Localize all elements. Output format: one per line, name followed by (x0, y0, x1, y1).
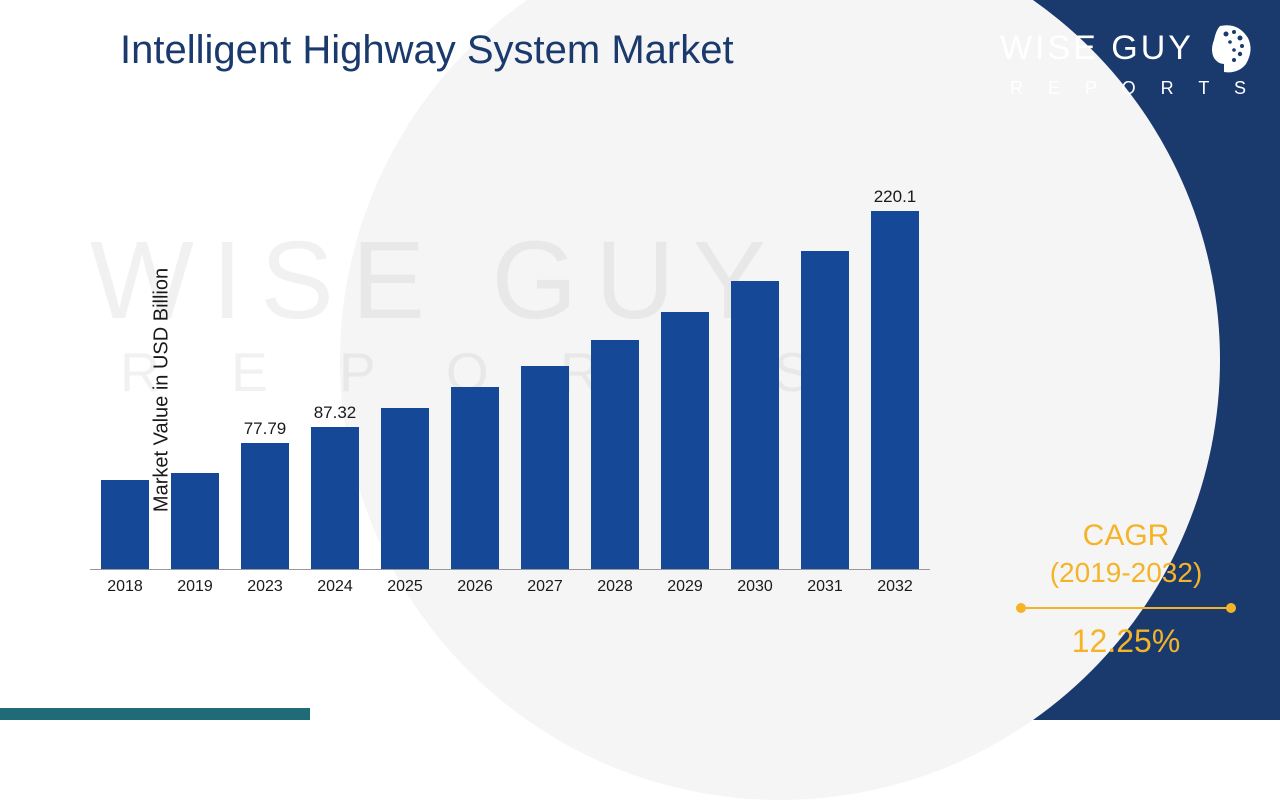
bar (661, 312, 709, 569)
x-tick-label: 2032 (864, 572, 926, 600)
bar-value-label: 220.1 (874, 187, 917, 207)
x-tick-label: 2028 (584, 572, 646, 600)
cagr-label: CAGR (996, 519, 1256, 553)
x-tick-label: 2026 (444, 572, 506, 600)
cagr-block: CAGR (2019-2032) 12.25% (996, 519, 1256, 660)
brand-head-icon (1200, 20, 1256, 76)
bar-col: 220.1 (864, 187, 926, 569)
bar-col: 77.79 (234, 419, 296, 569)
bar-col (164, 449, 226, 569)
x-tick-label: 2031 (794, 572, 856, 600)
x-tick-label: 2024 (304, 572, 366, 600)
bar (731, 281, 779, 569)
bar (801, 251, 849, 570)
x-tick-label: 2023 (234, 572, 296, 600)
bar-col (654, 288, 716, 569)
bar (311, 427, 359, 569)
bar-col (94, 456, 156, 569)
bottom-accent-bar (0, 708, 310, 720)
bar-col (724, 257, 786, 569)
bar-col (584, 316, 646, 569)
bar-col (374, 384, 436, 569)
cagr-period: (2019-2032) (996, 557, 1256, 589)
x-tick-label: 2030 (724, 572, 786, 600)
bar-value-label: 87.32 (314, 403, 357, 423)
bar (381, 408, 429, 569)
bar-col (794, 227, 856, 570)
cagr-value: 12.25% (996, 623, 1256, 660)
bar-col: 87.32 (304, 403, 366, 569)
brand-text-1: WISE GUY (1000, 29, 1194, 68)
bar (521, 366, 569, 569)
bar-chart: Market Value in USD Billion 77.7987.3222… (50, 180, 930, 600)
brand-text-2: R E P O R T S (1000, 78, 1256, 99)
bar (451, 387, 499, 569)
x-tick-label: 2025 (374, 572, 436, 600)
plot-area: 77.79 87.32 220.1 (90, 180, 930, 570)
x-tick-label: 2018 (94, 572, 156, 600)
brand-logo: WISE GUY R E P O R T S (1000, 20, 1256, 99)
x-ticks: 2018 2019 2023 2024 2025 2026 2027 2028 2029 2030… (90, 572, 930, 600)
x-tick-label: 2027 (514, 572, 576, 600)
bar (171, 473, 219, 569)
bar-value-label: 77.79 (244, 419, 287, 439)
cagr-divider (1021, 607, 1231, 609)
bars-container: 77.79 87.32 220.1 (90, 180, 930, 569)
bar-col (444, 363, 506, 569)
x-tick-label: 2029 (654, 572, 716, 600)
bar-col (514, 342, 576, 569)
bar (591, 340, 639, 569)
chart-title: Intelligent Highway System Market (120, 28, 734, 73)
bar (241, 443, 289, 569)
bar (871, 211, 919, 569)
bar (101, 480, 149, 569)
x-tick-label: 2019 (164, 572, 226, 600)
